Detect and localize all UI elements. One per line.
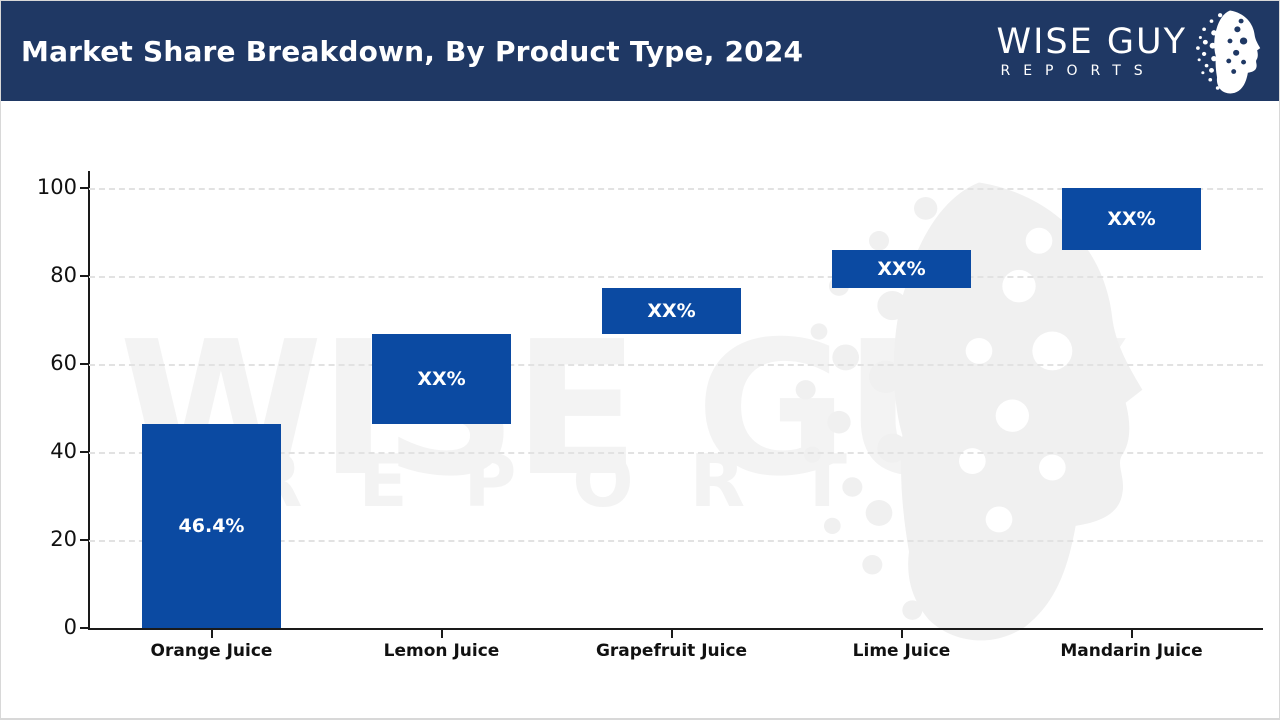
gridline-y60 xyxy=(89,364,1263,366)
y-tick-label: 20 xyxy=(50,527,77,551)
page-title: Market Share Breakdown, By Product Type,… xyxy=(21,34,804,68)
y-axis-line xyxy=(88,171,90,630)
x-axis-line xyxy=(88,628,1263,630)
logo-face-icon xyxy=(1193,7,1267,95)
y-tick-label: 80 xyxy=(50,263,77,287)
bar-value-label: 46.4% xyxy=(178,514,245,537)
y-tick-label: 0 xyxy=(63,615,77,639)
y-tick-label: 100 xyxy=(36,175,77,199)
y-tick-mark xyxy=(80,275,88,277)
bar-value-label: XX% xyxy=(1107,208,1156,231)
chart-region: WISE GUY REPORTS 0 20 40 60 80 100 46.4% Orange… xyxy=(1,101,1279,718)
bar-grapefruit-juice: XX% xyxy=(602,287,741,335)
x-category-label: Grapefruit Juice xyxy=(595,641,748,661)
y-tick-label: 40 xyxy=(50,439,77,463)
x-tick-mark xyxy=(900,630,903,638)
x-category-label: Orange Juice xyxy=(150,641,273,661)
logo-text: WISE GUY REPORTS xyxy=(996,21,1187,79)
gridline-y20 xyxy=(89,540,1263,542)
bar-mandarin-juice: XX% xyxy=(1062,188,1201,251)
x-category-label: Lemon Juice xyxy=(383,641,500,661)
x-tick-mark xyxy=(210,630,213,638)
gridline-y40 xyxy=(89,452,1263,454)
y-tick-mark xyxy=(80,363,88,365)
bar-lime-juice: XX% xyxy=(832,250,971,288)
gridline-y100 xyxy=(89,188,1263,190)
bar-orange-juice: 46.4% xyxy=(142,423,281,628)
bar-value-label: XX% xyxy=(417,367,466,390)
x-category-label: Mandarin Juice xyxy=(1060,641,1203,661)
y-tick-mark xyxy=(80,539,88,541)
bar-lemon-juice: XX% xyxy=(372,334,511,424)
x-tick-mark xyxy=(670,630,673,638)
y-tick-mark xyxy=(80,187,88,189)
logo-subtitle: REPORTS xyxy=(1000,62,1156,79)
bar-value-label: XX% xyxy=(877,257,926,280)
gridline-y80 xyxy=(89,276,1263,278)
x-tick-mark xyxy=(440,630,443,638)
bar-value-label: XX% xyxy=(647,299,696,322)
plot-area: 0 20 40 60 80 100 46.4% Orange Juice XX% Lemon Ju… xyxy=(1,101,1279,718)
y-tick-label: 60 xyxy=(50,351,77,375)
y-tick-mark xyxy=(80,451,88,453)
y-tick-mark xyxy=(80,627,88,629)
wise-guy-reports-logo: WISE GUY REPORTS xyxy=(996,7,1267,95)
logo-wordmark: WISE GUY xyxy=(996,21,1187,62)
x-tick-mark xyxy=(1130,630,1133,638)
x-category-label: Lime Juice xyxy=(852,641,951,661)
header-bar: Market Share Breakdown, By Product Type,… xyxy=(1,1,1279,101)
